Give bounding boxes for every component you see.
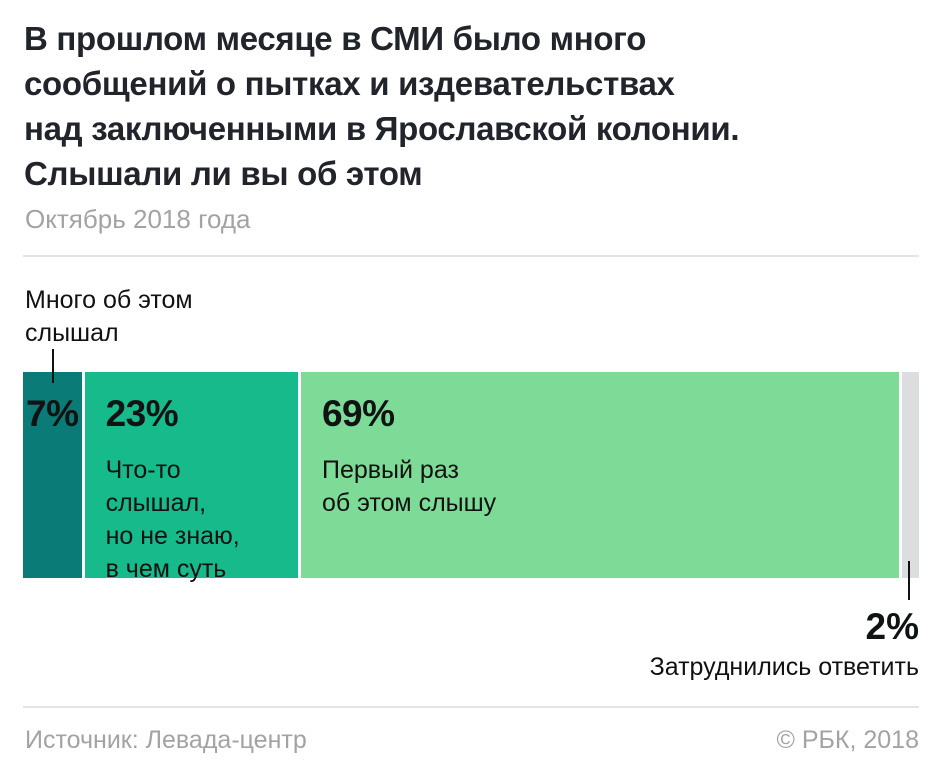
pointer-line-much-heard (52, 349, 54, 383)
segment-label-line: слышал, (105, 489, 207, 517)
page-title-line: В прошлом месяце в СМИ было много (24, 20, 647, 57)
segment-label: Первый раз об этом слышу (322, 454, 899, 520)
bar-segment-much-heard: 7% (23, 372, 82, 578)
copyright-label: © РБК, 2018 (776, 726, 919, 754)
top-divider (23, 255, 919, 257)
segment-label-line: в чем суть (105, 555, 227, 583)
date-subtitle: Октябрь 2018 года (25, 204, 251, 234)
segment-value-label: 23% (105, 393, 179, 434)
no-answer-label: Затруднились ответить (649, 653, 919, 681)
segment-label-line: об этом слышу (321, 489, 497, 517)
bar-segment-first-time: 69% Первый раз об этом слышу (300, 372, 900, 578)
segment-label-line: Первый раз (321, 456, 459, 484)
page-title-line: Слышали ли вы об этом (24, 155, 423, 192)
annotation-much-heard-line: слышал (25, 319, 119, 347)
annotation-much-heard: Много об этом слышал (25, 284, 193, 350)
segment-value-label: 69% (321, 393, 395, 434)
segment-value-label: 7% (26, 393, 79, 434)
footer-divider (23, 706, 919, 708)
bar-segment-something-heard: 23% Что-то слышал, но не знаю, в чем сут… (84, 372, 298, 583)
segment-label-line: Что-то (105, 456, 181, 484)
pointer-line-no-answer (908, 561, 910, 600)
annotation-no-answer: 2% Затруднились ответить (650, 607, 919, 682)
stacked-bar: 7% 23% Что-то слышал, но не знаю, в чем … (23, 372, 919, 583)
page-title-line: над заключенными в Ярославской колонии. (24, 110, 740, 147)
page-title-line: сообщений о пытках и издевательствах (24, 65, 675, 102)
source-label: Источник: Левада-центр (25, 726, 307, 754)
segment-label: Что-то слышал, но не знаю, в чем суть (106, 454, 298, 586)
annotation-much-heard-line: Много об этом (25, 286, 193, 314)
no-answer-value-label: 2% (865, 606, 919, 647)
page-title: В прошлом месяце в СМИ было много сообще… (24, 16, 740, 196)
bar-segment-no-answer (902, 372, 919, 578)
segment-label-line: но не знаю, (105, 522, 240, 550)
